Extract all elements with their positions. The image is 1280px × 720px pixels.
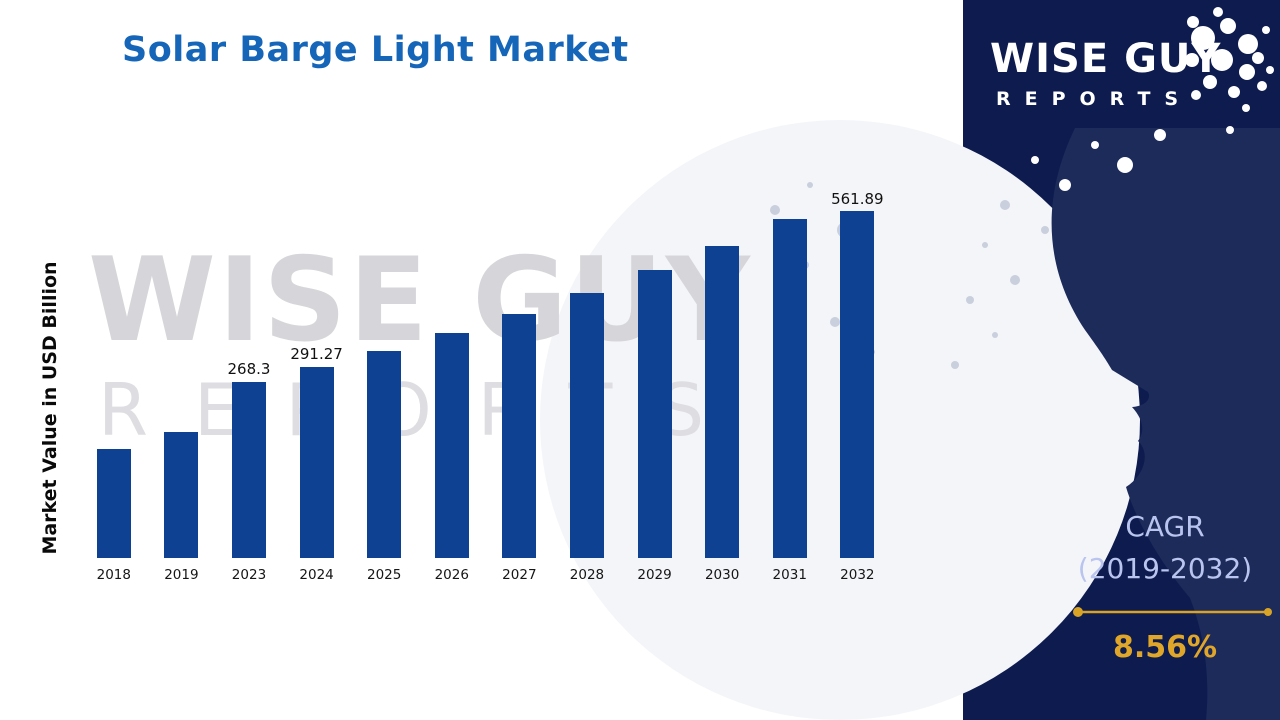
logo-subtitle: REPORTS [996,88,1193,110]
bar-group-2028: 2028 [553,190,621,583]
bar-group-2031: 2031 [756,190,824,583]
bar-2018 [96,449,131,558]
x-tick-2027: 2027 [502,567,537,583]
bar-group-2027: 2027 [486,190,554,583]
bar-group-2023: 268.3 2023 [215,190,283,583]
cagr-period: (2019-2032) [1077,552,1253,585]
x-tick-2023: 2023 [231,567,267,583]
cagr-divider-line [1073,607,1272,617]
brand-logo: WISE GUY REPORTS [990,36,1221,110]
bar-chart: 2018 2019 268.3 2023 291.27 2024 2025 2026 2027 2… [80,190,892,583]
page-title: Solar Barge Light Market [122,30,629,70]
x-tick-2019: 2019 [164,567,199,583]
x-tick-2029: 2029 [637,567,672,583]
x-tick-2028: 2028 [569,567,605,583]
bar-group-2029: 2029 [621,190,689,583]
bar-value-label: 291.27 [290,345,343,363]
bar-2025 [367,351,402,558]
bar-value-label: 268.3 [227,360,271,378]
bar-group-2018: 2018 [80,190,148,583]
bar-2024 [299,367,334,558]
y-axis-label: Market Value in USD Billion [39,261,61,555]
bar-2023 [231,382,266,558]
bar-2027 [502,314,537,558]
x-tick-2030: 2030 [704,567,740,583]
x-tick-2031: 2031 [772,567,807,583]
cagr-value: 8.56% [1112,630,1218,665]
bar-group-2019: 2019 [148,190,216,583]
bar-2028 [569,293,604,558]
logo-head-dots-icon [1185,7,1274,112]
x-tick-2025: 2025 [366,567,402,583]
bar-group-2030: 2030 [688,190,756,583]
bar-2026 [434,333,469,558]
bar-2029 [637,270,672,558]
head-silhouette-graphic [1051,128,1280,720]
bar-group-2024: 291.27 2024 [283,190,351,583]
x-tick-2026: 2026 [434,567,469,583]
bar-group-2025: 2025 [350,190,418,583]
x-tick-2032: 2032 [840,567,875,583]
bulge-circle [540,120,1140,720]
logo-wordmark: WISE GUY [990,36,1222,82]
bar-2019 [164,432,199,558]
bars: 2018 2019 268.3 2023 291.27 2024 2025 2026 2027 2… [80,190,892,583]
halftone-dots-navy [1031,126,1234,191]
bar-2031 [772,219,807,558]
x-tick-2024: 2024 [299,567,334,583]
bar-group-2032: 561.89 2032 [824,190,892,583]
bar-2032 [840,211,875,558]
cagr-label: CAGR [1125,510,1205,543]
cagr-block: CAGR (2019-2032) [1045,510,1280,585]
x-tick-2018: 2018 [96,567,131,583]
bar-2030 [705,246,740,558]
bar-value-label: 561.89 [831,190,884,208]
bar-group-2026: 2026 [418,190,486,583]
